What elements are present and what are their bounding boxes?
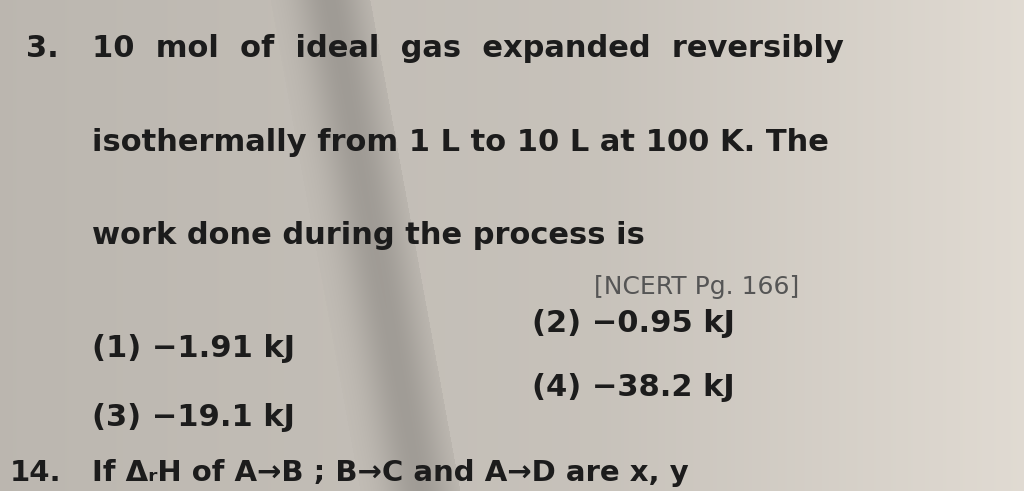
Text: If ΔᵣH of A→B ; B→C and A→D are x, y: If ΔᵣH of A→B ; B→C and A→D are x, y: [92, 459, 689, 487]
Text: (2) −0.95 kJ: (2) −0.95 kJ: [532, 309, 735, 338]
Text: [NCERT Pg. 166]: [NCERT Pg. 166]: [594, 275, 799, 299]
Text: (4) −38.2 kJ: (4) −38.2 kJ: [532, 373, 735, 402]
Text: (3) −19.1 kJ: (3) −19.1 kJ: [92, 403, 295, 432]
Text: 14.: 14.: [10, 459, 61, 487]
Text: isothermally from 1 L to 10 L at 100 K. The: isothermally from 1 L to 10 L at 100 K. …: [92, 128, 829, 157]
Text: (1) −1.91 kJ: (1) −1.91 kJ: [92, 334, 295, 363]
Text: 10  mol  of  ideal  gas  expanded  reversibly: 10 mol of ideal gas expanded reversibly: [92, 34, 844, 63]
Text: work done during the process is: work done during the process is: [92, 221, 645, 250]
Text: 3.: 3.: [26, 34, 58, 63]
